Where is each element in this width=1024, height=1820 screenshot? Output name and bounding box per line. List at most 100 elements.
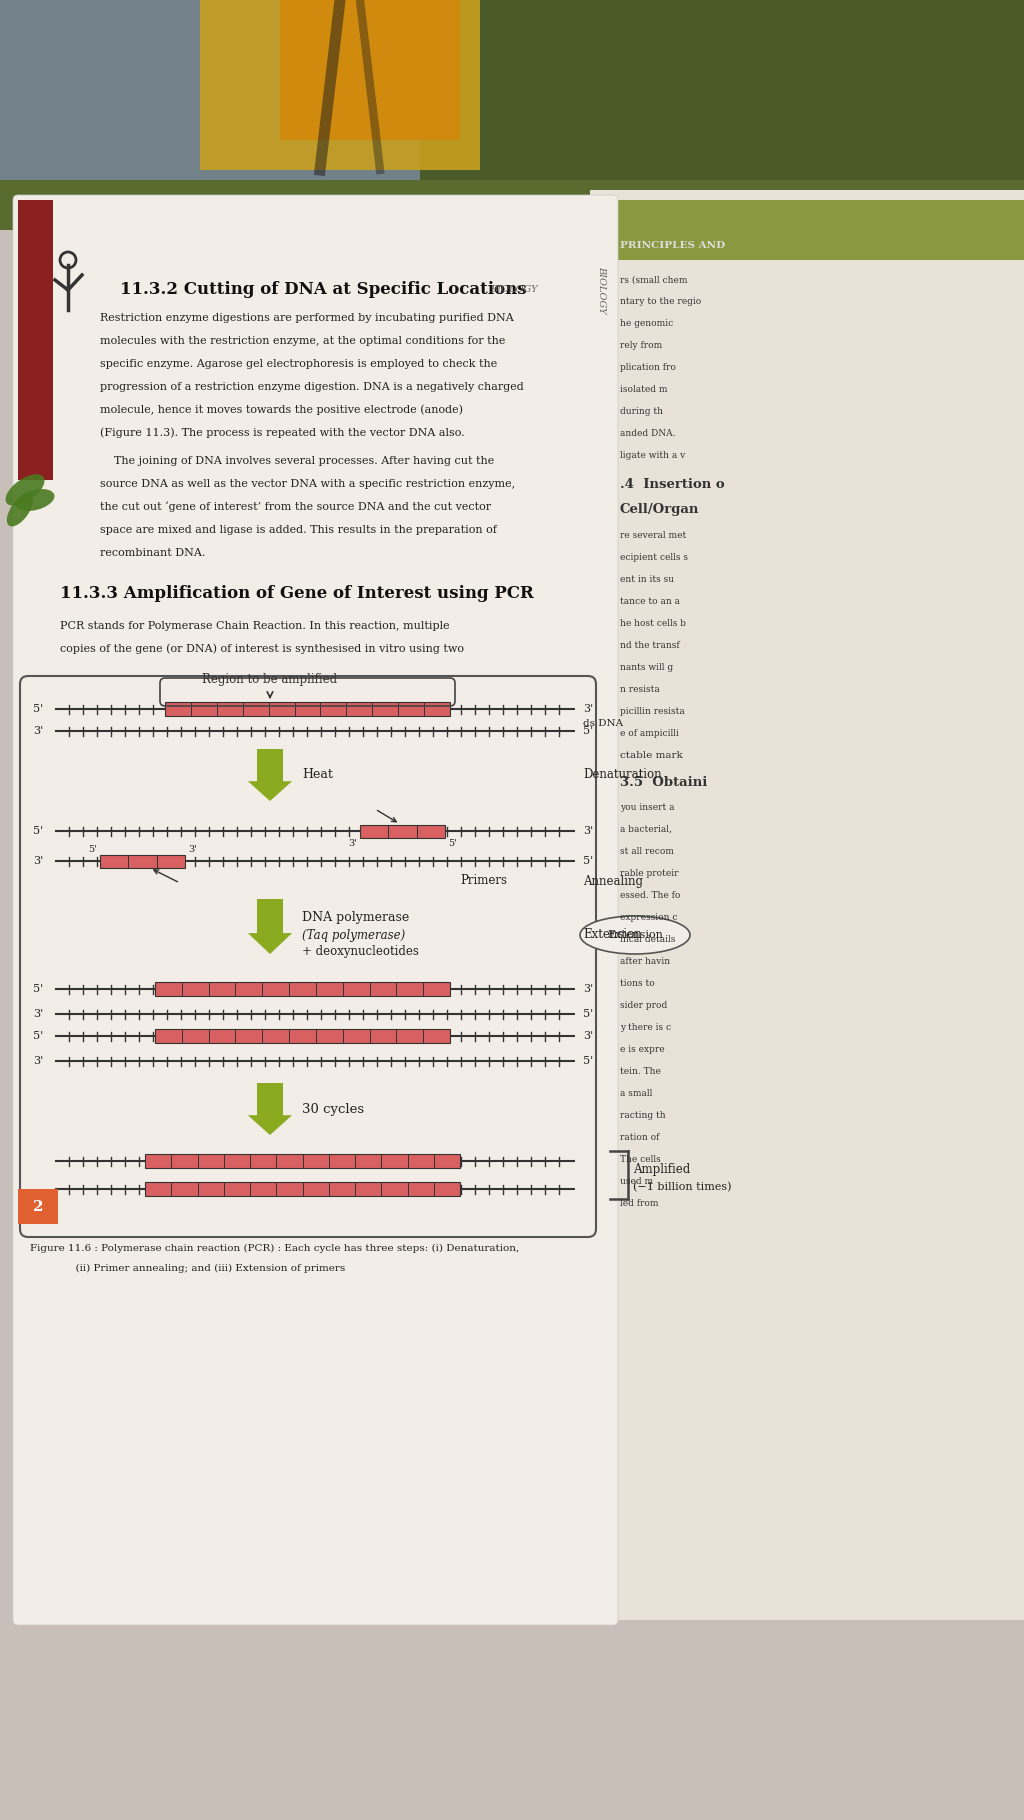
Text: 3': 3' <box>583 1030 593 1041</box>
Text: e is expre: e is expre <box>620 1045 665 1054</box>
Text: 5': 5' <box>33 704 43 713</box>
Text: PRINCIPLES AND: PRINCIPLES AND <box>620 240 725 249</box>
Bar <box>155 983 450 996</box>
Text: 5': 5' <box>33 985 43 994</box>
FancyArrow shape <box>248 1083 292 1136</box>
Text: Heat: Heat <box>302 768 333 781</box>
Text: a small: a small <box>620 1088 652 1097</box>
Ellipse shape <box>7 493 33 526</box>
Text: re several met: re several met <box>620 530 686 539</box>
Text: 3': 3' <box>348 839 357 848</box>
Text: 2: 2 <box>33 1199 43 1214</box>
Text: BIOLOGY: BIOLOGY <box>490 286 538 295</box>
Text: tance to an a: tance to an a <box>620 597 680 606</box>
Text: he host cells b: he host cells b <box>620 619 686 628</box>
Text: Cell/Organ: Cell/Organ <box>620 504 699 517</box>
Bar <box>0 0 1024 200</box>
Text: expression c: expression c <box>620 912 678 921</box>
Text: n resista: n resista <box>620 684 659 693</box>
Text: 3': 3' <box>583 704 593 713</box>
Text: st all recom: st all recom <box>620 846 674 855</box>
Ellipse shape <box>580 915 690 954</box>
Text: anded DNA.: anded DNA. <box>620 430 676 439</box>
Text: 5': 5' <box>583 726 593 735</box>
Text: 5': 5' <box>33 826 43 835</box>
Text: progression of a restriction enzyme digestion. DNA is a negatively charged: progression of a restriction enzyme dige… <box>100 382 523 391</box>
Text: DNA polymerase: DNA polymerase <box>302 910 410 923</box>
Text: after havin: after havin <box>620 957 670 965</box>
Text: ecipient cells s: ecipient cells s <box>620 553 688 562</box>
Bar <box>165 703 450 715</box>
Text: Restriction enzyme digestions are performed by incubating purified DNA: Restriction enzyme digestions are perfor… <box>100 313 514 322</box>
Text: 3': 3' <box>583 985 593 994</box>
Text: isolated m: isolated m <box>620 386 668 395</box>
Text: rs (small chem: rs (small chem <box>620 275 687 284</box>
Text: during th: during th <box>620 408 663 417</box>
Text: Region to be amplified: Region to be amplified <box>203 673 338 686</box>
Text: 11.3.2 Cutting of DNA at Specific Locations: 11.3.2 Cutting of DNA at Specific Locati… <box>120 282 526 298</box>
Text: essed. The fo: essed. The fo <box>620 890 680 899</box>
Text: 30 cycles: 30 cycles <box>302 1103 365 1116</box>
Text: 3': 3' <box>33 726 43 735</box>
Bar <box>145 1154 460 1168</box>
Text: nical details: nical details <box>620 934 676 943</box>
Text: ctable mark: ctable mark <box>620 750 683 759</box>
Bar <box>200 0 480 169</box>
Text: ligate with a v: ligate with a v <box>620 451 685 460</box>
Text: ent in its su: ent in its su <box>620 575 674 584</box>
Text: 5': 5' <box>583 1008 593 1019</box>
Text: 3': 3' <box>188 844 197 854</box>
Text: Figure 11.6 : Polymerase chain reaction (PCR) : Each cycle has three steps: (i) : Figure 11.6 : Polymerase chain reaction … <box>30 1245 519 1254</box>
Bar <box>155 1028 450 1043</box>
Text: (Taq polymerase): (Taq polymerase) <box>302 928 406 941</box>
Text: The cells: The cells <box>620 1154 660 1163</box>
Bar <box>0 0 420 200</box>
Text: rely from: rely from <box>620 342 663 351</box>
Text: BIOLOGY: BIOLOGY <box>597 266 606 313</box>
Text: 3': 3' <box>33 1008 43 1019</box>
Text: (Figure 11.3). The process is repeated with the vector DNA also.: (Figure 11.3). The process is repeated w… <box>100 428 465 439</box>
Text: ntary to the regio: ntary to the regio <box>620 297 701 306</box>
FancyBboxPatch shape <box>13 195 618 1625</box>
Text: sider prod: sider prod <box>620 1001 668 1010</box>
Text: rable proteir: rable proteir <box>620 868 679 877</box>
Text: 5': 5' <box>449 839 457 848</box>
Text: plication fro: plication fro <box>620 364 676 373</box>
Text: (ii) Primer annealing; and (iii) Extension of primers: (ii) Primer annealing; and (iii) Extensi… <box>30 1265 345 1274</box>
Text: a bacterial,: a bacterial, <box>620 824 672 834</box>
Text: Amplified: Amplified <box>633 1163 690 1176</box>
Bar <box>18 200 53 480</box>
Text: PCR stands for Polymerase Chain Reaction. In this reaction, multiple: PCR stands for Polymerase Chain Reaction… <box>60 621 450 632</box>
Text: 5': 5' <box>33 1030 43 1041</box>
Text: 5': 5' <box>583 855 593 866</box>
Text: nants will g: nants will g <box>620 662 673 672</box>
Text: 3.5  Obtaini: 3.5 Obtaini <box>620 775 708 788</box>
Bar <box>100 855 185 868</box>
Text: ration of: ration of <box>620 1132 659 1141</box>
Ellipse shape <box>15 490 54 511</box>
Text: source DNA as well as the vector DNA with a specific restriction enzyme,: source DNA as well as the vector DNA wit… <box>100 479 515 490</box>
Text: 11.3.3 Amplification of Gene of Interest using PCR: 11.3.3 Amplification of Gene of Interest… <box>60 586 534 602</box>
Text: 5': 5' <box>88 844 97 854</box>
Text: (−1 billion times): (−1 billion times) <box>633 1181 731 1192</box>
Bar <box>590 200 1024 260</box>
Bar <box>145 1181 460 1196</box>
Text: led from: led from <box>620 1199 658 1207</box>
Text: he genomic: he genomic <box>620 320 673 328</box>
Text: picillin resista: picillin resista <box>620 706 685 715</box>
FancyArrow shape <box>248 750 292 801</box>
Text: racting th: racting th <box>620 1110 666 1119</box>
Text: tein. The: tein. The <box>620 1067 660 1076</box>
Text: used m: used m <box>620 1176 653 1185</box>
Text: tions to: tions to <box>620 979 654 988</box>
Text: specific enzyme. Agarose gel electrophoresis is employed to check the: specific enzyme. Agarose gel electrophor… <box>100 359 498 369</box>
Text: Denaturation: Denaturation <box>583 768 662 781</box>
Text: e of ampicilli: e of ampicilli <box>620 728 679 737</box>
Text: 5': 5' <box>583 1056 593 1067</box>
Text: + deoxynucleotides: + deoxynucleotides <box>302 946 419 959</box>
Text: molecules with the restriction enzyme, at the optimal conditions for the: molecules with the restriction enzyme, a… <box>100 337 506 346</box>
Text: you insert a: you insert a <box>620 803 675 812</box>
Bar <box>280 0 460 140</box>
Text: Annealing: Annealing <box>583 874 643 888</box>
Bar <box>590 189 1024 1620</box>
